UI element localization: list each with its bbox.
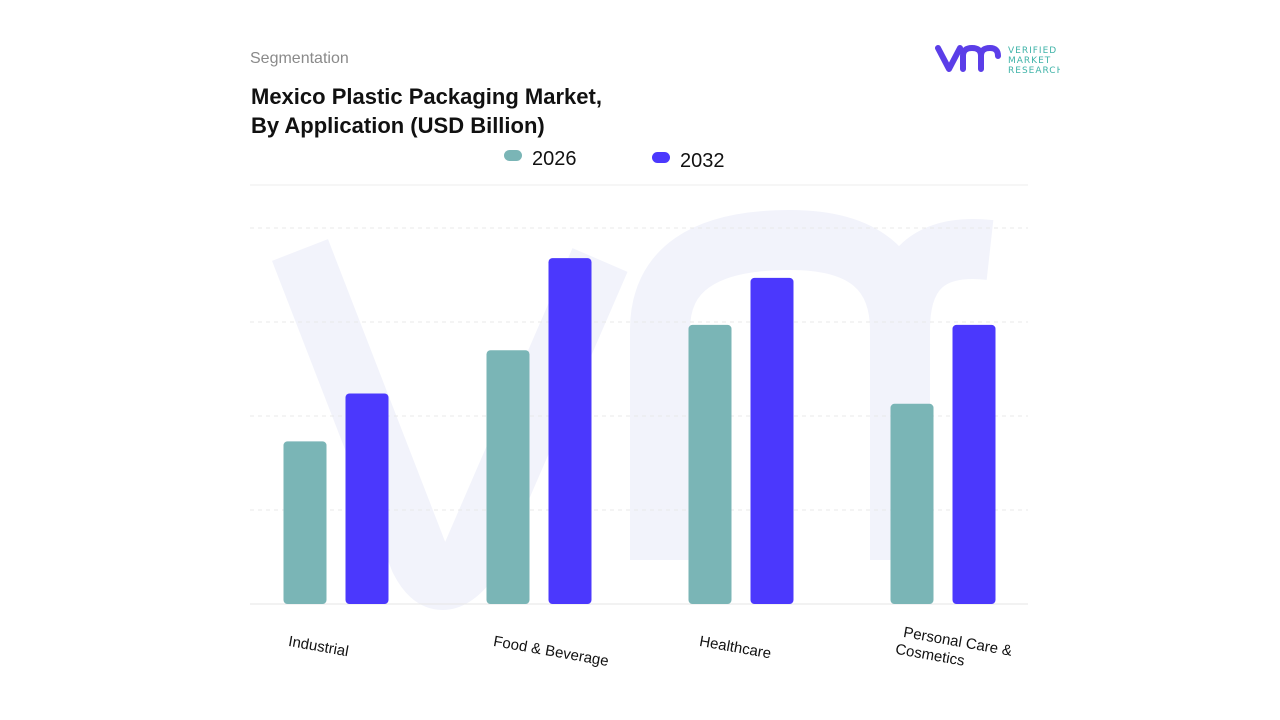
- title-line-2: By Application (USD Billion): [251, 113, 545, 138]
- watermark-logo: [272, 210, 994, 610]
- svg-text:MARKET: MARKET: [1008, 56, 1051, 66]
- svg-text:RESEARCH: RESEARCH: [1008, 66, 1060, 76]
- legend-item-2032: 2032: [652, 150, 725, 173]
- legend-label-2026: 2026: [532, 148, 577, 170]
- bar-2026-industrial: [283, 441, 327, 604]
- vmr-logo: VERIFIED MARKET RESEARCH: [935, 42, 1063, 81]
- svg-text:VERIFIED: VERIFIED: [1008, 46, 1057, 56]
- segment-label: Segmentation: [250, 50, 349, 67]
- bar-2032-industrial: [345, 393, 389, 604]
- chart-title: Mexico Plastic Packaging Market, By Appl…: [251, 82, 671, 140]
- title-line-1: Mexico Plastic Packaging Market,: [251, 84, 602, 109]
- bar-2026-food-beverage: [486, 350, 530, 604]
- bar-2032-personal-care-cosmetics: [952, 324, 996, 604]
- bar-2032-food-beverage: [548, 258, 592, 604]
- legend-swatch-2026: [504, 150, 522, 161]
- bar-2026-personal-care-cosmetics: [890, 403, 934, 604]
- legend-label-2032: 2032: [680, 150, 725, 172]
- legend-item-2026: 2026: [504, 148, 577, 171]
- bar-2026-healthcare: [688, 324, 732, 604]
- legend-swatch-2032: [652, 152, 670, 163]
- bar-2032-healthcare: [750, 277, 794, 604]
